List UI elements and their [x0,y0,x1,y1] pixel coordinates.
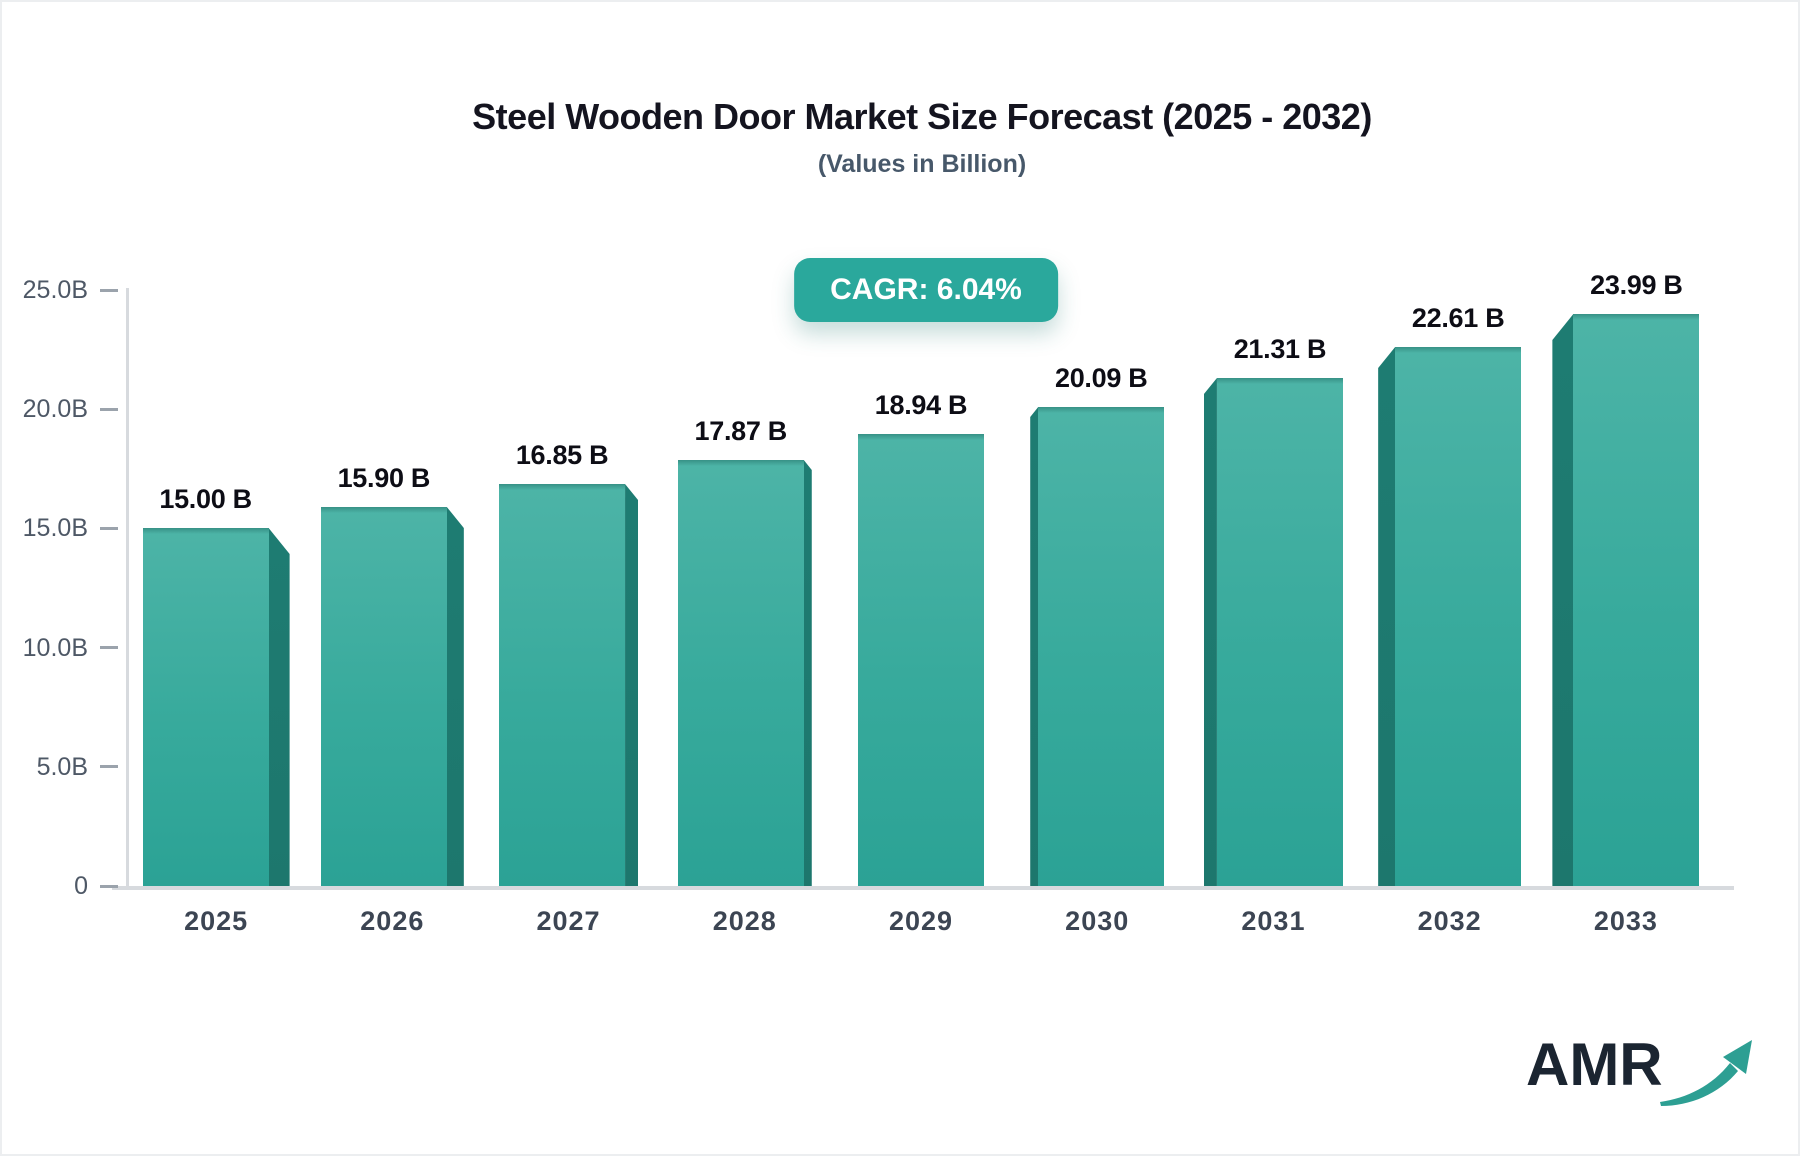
bar-3d-side-2033 [1552,314,1574,886]
bar-value-label: 20.09 B [1054,363,1148,393]
bar-3d-side-2030 [1030,407,1039,886]
bar-3d-side-2027 [625,484,639,886]
y-axis-tick-label: 0 [74,872,88,900]
x-axis-category-label: 2025 [184,906,249,936]
y-axis-tick-mark [100,526,118,530]
brand-logo: AMR [1526,1034,1753,1108]
chart-subtitle: (Values in Billion) [817,150,1027,178]
bar-value-label: 15.90 B [337,463,431,493]
y-axis-tick-mark [100,646,118,650]
y-axis-tick-label: 10.0B [22,633,88,662]
y-axis-tick-label: 25.0B [22,276,88,304]
bar-2030 [1038,407,1165,886]
bar-3d-side-2031 [1203,378,1217,886]
bar-2029 [858,434,984,886]
bar-3d-side-2025 [268,528,290,886]
bar-2031 [1216,378,1343,886]
cagr-badge: CAGR: 6.04% [794,258,1058,322]
bar-3d-side-2026 [446,507,464,886]
bar-2028 [677,460,804,886]
bar-2032 [1395,347,1522,886]
x-axis-category-label: 2028 [712,906,777,936]
bar-2026 [320,507,447,886]
bar-value-label: 16.85 B [515,440,609,470]
page-title: Steel Wooden Door Market Size Forecast (… [472,96,1372,137]
y-axis-line [126,288,129,888]
bar-3d-side-2032 [1378,347,1396,886]
x-axis-category-label: 2033 [1593,906,1658,936]
bar-value-label: 22.61 B [1411,303,1505,333]
x-axis-baseline [112,886,1734,890]
logo-text: AMR [1526,1031,1663,1098]
x-axis-category-label: 2027 [536,906,601,936]
bar-value-label: 23.99 B [1590,270,1683,300]
y-axis-tick-mark [100,765,118,769]
x-axis-category-label: 2029 [888,906,954,936]
bar-value-label: 18.94 B [874,390,968,420]
x-axis-category-label: 2026 [360,906,425,936]
y-axis-tick-mark [100,884,118,888]
bar-value-label: 21.31 B [1233,334,1327,364]
bar-2025 [142,528,269,886]
y-axis-tick-label: 15.0B [22,514,88,543]
trend-up-arrow-icon [1659,1040,1752,1106]
y-axis-tick-label: 5.0B [36,752,88,781]
bar-2033 [1573,314,1700,886]
bar-value-label: 17.87 B [694,416,788,446]
bar-2027 [499,484,626,886]
y-axis-tick-label: 20.0B [22,395,88,424]
bar-3d-side-2028 [803,460,812,886]
bar-value-label: 15.00 B [159,484,252,514]
y-axis-tick-mark [100,288,118,292]
x-axis-category-label: 2031 [1241,906,1306,936]
y-axis-tick-mark [100,407,118,411]
x-axis-category-label: 2032 [1417,906,1482,936]
x-axis-category-label: 2030 [1065,906,1130,936]
